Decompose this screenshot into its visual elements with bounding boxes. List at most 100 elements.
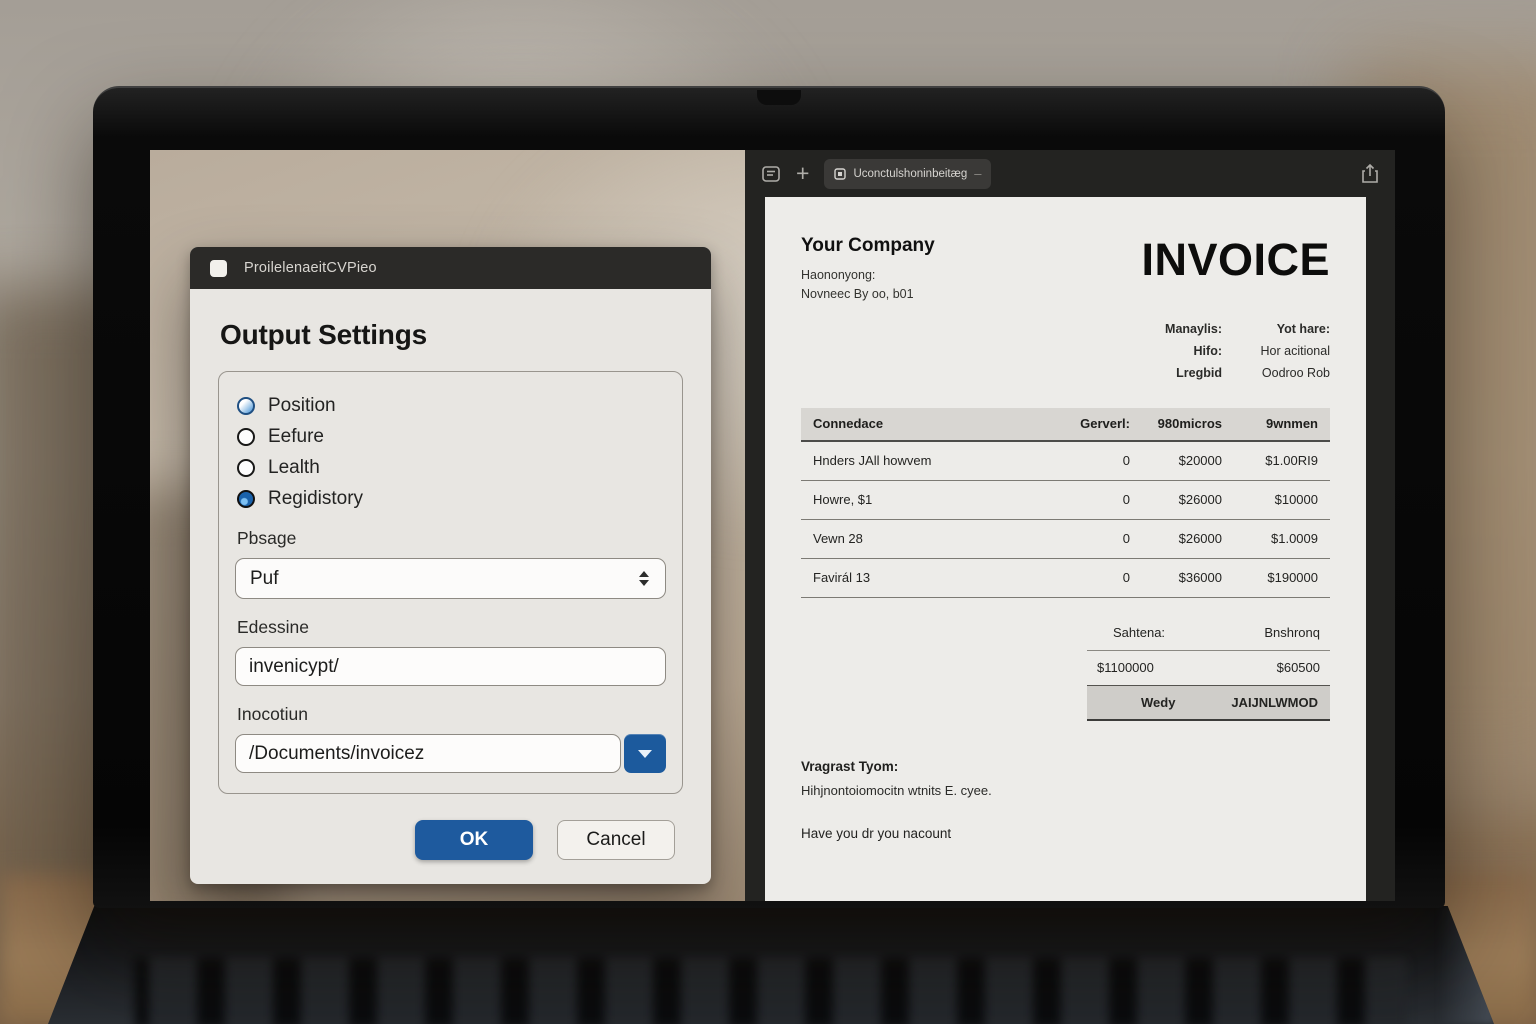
table-cell: 0 [1122,492,1130,507]
totals-value: $60500 [1276,660,1320,675]
table-cell: 0 [1122,531,1130,546]
table-row: Howre, $1 0 $26000 $10000 [801,481,1330,520]
totals-row: Sahtena: Bnshronq [1087,616,1330,651]
table-row: Vewn 28 0 $26000 $1.0009 [801,520,1330,559]
invoice-header: Your Company Haononyong: Novneec By oo, … [801,235,1330,304]
invoice-totals: Sahtena: Bnshronq $1100000 $60500 Wedy J… [1087,616,1330,721]
meta-value: Oodroo Rob [1261,365,1330,380]
dialog-actions: OK Cancel [218,794,683,860]
sidebar-icon[interactable] [761,164,781,184]
filename-field-label: Edessine [237,617,309,637]
company-block: Your Company Haononyong: Novneec By oo, … [801,235,935,304]
location-input[interactable] [235,734,621,773]
location-dropdown-button[interactable] [624,734,666,773]
totals-value: Bnshronq [1264,625,1320,640]
browser-tab[interactable]: Uconctulshoninbeitæg – [824,158,992,189]
format-select-value: Puf [250,567,279,589]
radio-group-box: Position Eefure Lealth Regidistory Pb [218,371,683,794]
table-header: Connedace [813,416,884,431]
invoice-table: Connedace Gerverl: 980micros 9wnmen Hnde… [801,407,1330,598]
meta-value: Yot hare: [1276,321,1330,336]
radio-button-icon[interactable] [237,428,255,446]
totals-grand-row: Wedy JAIJNLWMOD [1087,685,1330,721]
invoice-meta: Manaylis: Yot hare: Hifo: Hor acitional … [801,322,1330,380]
laptop-camera-notch [757,90,801,105]
table-cell: 0 [1122,570,1130,585]
table-cell: $1.0009 [1271,531,1318,546]
dialog-title: ProilelenaeitCVPieo [244,260,377,276]
laptop-base [48,906,1494,1024]
radio-regidistory[interactable]: Regidistory [237,488,666,510]
dialog-titlebar[interactable]: ProilelenaeitCVPieo [190,247,711,289]
laptop-screen: ProilelenaeitCVPieo Output Settings Posi… [93,86,1445,908]
invoice-document: Your Company Haononyong: Novneec By oo, … [765,197,1366,879]
invoice-title: INVOICE [1141,234,1330,285]
totals-label: Sahtena: [1113,625,1166,640]
totals-label: Wedy [1141,694,1176,710]
invoice-footer: Vragrast Tyom: Hihjnontoiomocitn wtnits … [801,759,1330,841]
location-field-label: Inocotiun [237,704,309,724]
table-header-row: Connedace Gerverl: 980micros 9wnmen [801,407,1330,442]
ok-button[interactable]: OK [415,820,533,860]
totals-row: $1100000 $60500 [1087,651,1330,686]
radio-label: Lealth [268,457,320,478]
app-icon [210,259,227,277]
table-cell: Hnders JAll howvem [813,453,932,468]
footer-heading: Vragrast Tyom: [801,758,899,774]
radio-position[interactable]: Position [237,395,666,417]
meta-label: Manaylis: [1165,321,1222,336]
browser-window: + Uconctulshoninbeitæg – [745,150,1395,901]
filename-input[interactable] [235,647,666,686]
radio-button-icon[interactable] [237,397,255,415]
tab-title: Uconctulshoninbeitæg [853,167,968,180]
laptop-keyboard [134,958,1408,1024]
format-select-label: Pbsage [237,528,297,548]
location-field-row [235,734,666,773]
table-cell: $26000 [1178,531,1222,546]
browser-toolbar: + Uconctulshoninbeitæg – [745,150,1395,197]
table-row: Favirál 13 0 $36000 $190000 [801,559,1330,598]
share-icon[interactable] [1361,163,1379,184]
radio-button-icon[interactable] [237,490,255,508]
invoice-page: Your Company Haononyong: Novneec By oo, … [765,197,1366,901]
table-cell: Howre, $1 [813,492,873,507]
chevron-down-icon [638,749,652,758]
radio-button-icon[interactable] [237,459,255,477]
tab-favicon-icon [834,167,847,180]
table-header: Gerverl: [1080,416,1130,431]
meta-value: Hor acitional [1260,343,1330,358]
table-header: 980micros [1157,416,1222,431]
meta-label: Hifo: [1193,343,1222,358]
table-row: Hnders JAll howvem 0 $20000 $1.00RI9 [801,442,1330,481]
table-cell: $36000 [1178,570,1222,585]
radio-eefure[interactable]: Eefure [237,426,666,448]
table-cell: $1.00RI9 [1265,453,1318,468]
output-settings-dialog: ProilelenaeitCVPieo Output Settings Posi… [190,247,711,884]
radio-lealth[interactable]: Lealth [237,457,666,479]
tab-overflow-dash: – [974,166,982,181]
dialog-heading: Output Settings [220,319,427,350]
table-cell: Favirál 13 [813,570,871,585]
table-cell: $10000 [1274,492,1318,507]
select-stepper-icon [639,571,649,586]
radio-label: Position [268,395,336,416]
table-cell: $20000 [1178,453,1222,468]
company-line: Haononyong: [801,268,876,282]
footer-line: Hihjnontoiomocitn wtnits E. cyee. [801,782,992,798]
table-cell: $190000 [1267,570,1318,585]
format-select[interactable]: Puf [235,558,666,599]
new-tab-icon[interactable]: + [796,160,810,186]
totals-value: JAIJNLWMOD [1231,694,1318,710]
company-name: Your Company [801,235,935,256]
screen-content: ProilelenaeitCVPieo Output Settings Posi… [150,150,1395,901]
meta-label: Lregbid [1176,365,1222,380]
cancel-button[interactable]: Cancel [557,820,675,860]
radio-label: Eefure [268,426,324,447]
totals-label: $1100000 [1097,660,1154,675]
dialog-body: Output Settings Position Eefure Lealth [190,289,711,884]
company-line: Novneec By oo, b01 [801,286,914,301]
footer-note: Have you dr you nacount [801,825,952,841]
radio-label: Regidistory [268,488,364,509]
table-header: 9wnmen [1265,416,1318,431]
table-cell: 0 [1122,453,1130,468]
